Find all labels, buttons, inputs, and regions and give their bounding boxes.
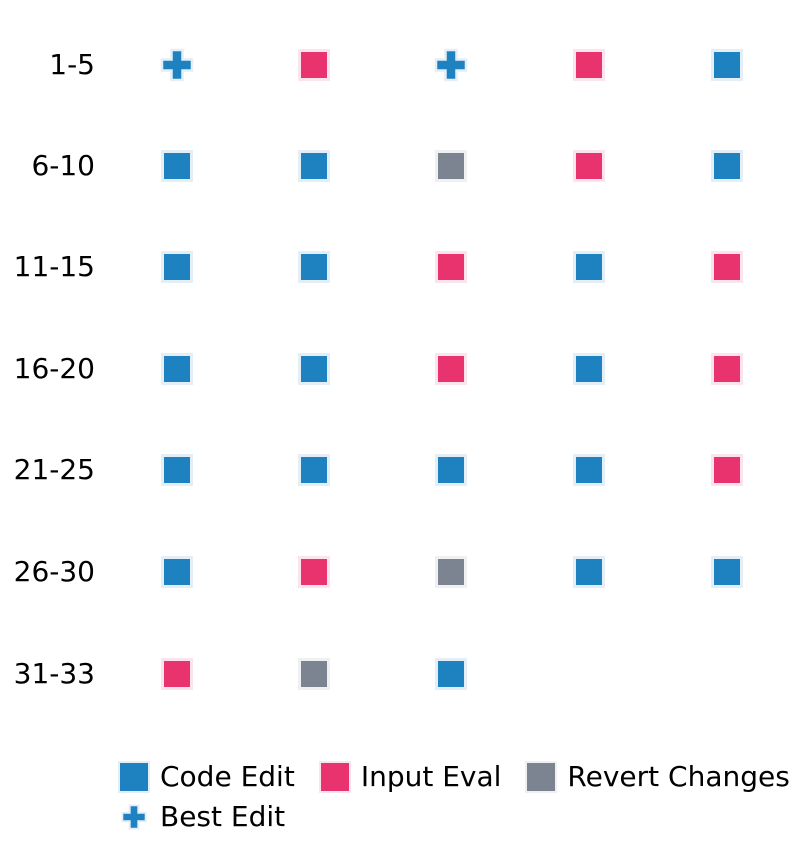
marker-code-edit: [576, 356, 602, 382]
marker-best-edit: [159, 47, 195, 83]
row-label: 6-10: [31, 149, 95, 182]
marker-code-edit: [164, 254, 190, 280]
marker-code-edit: [301, 457, 327, 483]
marker-code-edit: [164, 559, 190, 585]
marker-input-eval: [164, 661, 190, 687]
marker-code-edit: [301, 153, 327, 179]
marker-code-edit: [576, 559, 602, 585]
legend-item-revert-changes: Revert Changes: [527, 760, 790, 793]
marker-code-edit: [301, 356, 327, 382]
plus-icon: [160, 48, 194, 82]
legend-label: Code Edit: [160, 760, 295, 793]
legend-item-best-edit: Best Edit: [120, 803, 285, 831]
legend-row: Best Edit: [120, 797, 790, 837]
marker-input-eval: [714, 457, 740, 483]
marker-input-eval: [438, 254, 464, 280]
marker-code-edit: [164, 356, 190, 382]
legend-label: Input Eval: [360, 760, 502, 793]
row-label: 21-25: [13, 453, 95, 486]
marker-input-eval: [438, 356, 464, 382]
marker-code-edit: [164, 153, 190, 179]
marker-code-edit: [164, 457, 190, 483]
plus-icon: [434, 48, 468, 82]
marker-revert-changes: [301, 661, 327, 687]
legend-row: Code Edit Input Eval Revert Changes: [120, 757, 790, 797]
marker-input-eval: [714, 356, 740, 382]
row-label: 16-20: [13, 352, 95, 385]
marker-code-edit: [438, 661, 464, 687]
row-label: 1-5: [49, 48, 95, 81]
marker-revert-changes: [438, 559, 464, 585]
legend-label: Best Edit: [160, 800, 286, 833]
marker-code-edit: [576, 457, 602, 483]
legend-item-code-edit: Code Edit: [120, 763, 295, 791]
legend-item-input-eval: Input Eval: [320, 760, 502, 793]
legend-square-swatch: [527, 763, 556, 791]
marker-code-edit: [301, 254, 327, 280]
legend-square-swatch: [120, 763, 148, 791]
marker-code-edit: [714, 52, 740, 78]
marker-input-eval: [576, 153, 602, 179]
marker-best-edit: [433, 47, 469, 83]
row-label: 31-33: [13, 657, 95, 690]
row-label: 11-15: [13, 250, 95, 283]
marker-code-edit: [714, 559, 740, 585]
marker-code-edit: [576, 254, 602, 280]
plus-icon: [121, 804, 147, 830]
legend-square-swatch: [320, 763, 349, 791]
marker-code-edit: [714, 153, 740, 179]
marker-input-eval: [301, 559, 327, 585]
marker-input-eval: [576, 52, 602, 78]
row-label: 26-30: [13, 555, 95, 588]
legend: Code Edit Input Eval Revert Changes Best Ed…: [120, 757, 790, 837]
marker-input-eval: [714, 254, 740, 280]
legend-label: Revert Changes: [567, 760, 790, 793]
legend-plus-swatch: [120, 803, 148, 831]
marker-revert-changes: [438, 153, 464, 179]
marker-input-eval: [301, 52, 327, 78]
marker-code-edit: [438, 457, 464, 483]
